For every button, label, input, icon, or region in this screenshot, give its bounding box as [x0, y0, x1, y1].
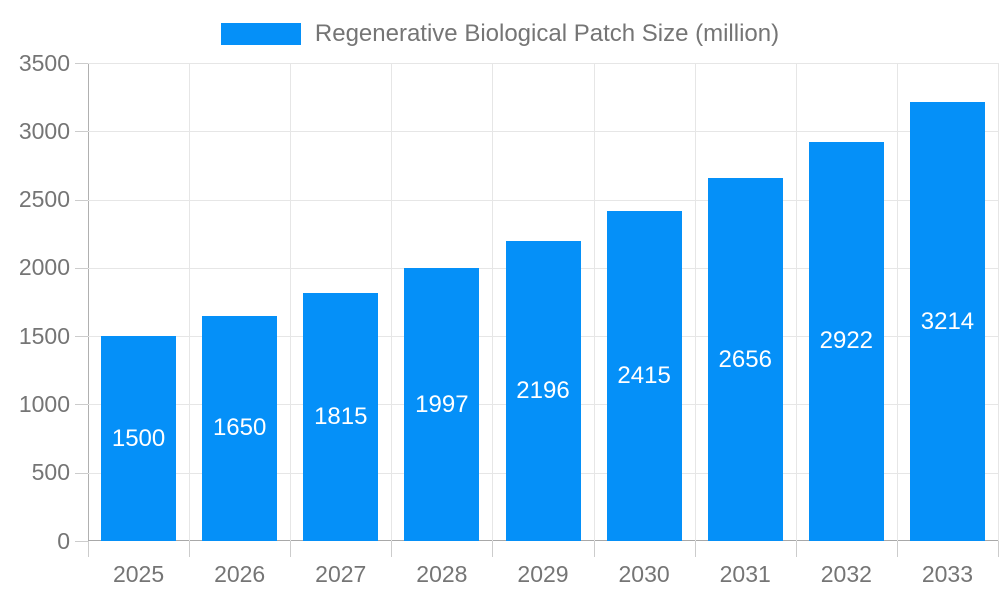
x-tick-label-2027: 2027	[315, 561, 367, 587]
x-tick-mark-9	[998, 541, 999, 557]
bar-2028: 1997	[404, 268, 480, 541]
y-tick-label-2500: 2500	[18, 186, 70, 213]
bar-2025: 1500	[101, 336, 177, 541]
x-tick-mark-3	[391, 541, 393, 557]
y-tick-mark-2000	[75, 267, 88, 269]
y-axis-line	[88, 63, 89, 541]
bar-2032: 2922	[808, 141, 884, 541]
y-tick-mark-3000	[75, 131, 88, 133]
y-tick-label-2000: 2000	[18, 254, 70, 281]
bar-value-label-2030: 2415	[617, 362, 671, 390]
x-tick-label-2029: 2029	[517, 561, 569, 587]
x-tick-label-2026: 2026	[214, 561, 266, 587]
v-gridline-7	[795, 63, 797, 541]
plot-area: 1500 1650 1815 1997 2196 2415 2656 2922 3214	[88, 63, 999, 541]
bar-2026: 1650	[202, 315, 278, 541]
x-tick-label-2025: 2025	[112, 561, 165, 587]
bar-value-label-2027: 1815	[314, 403, 368, 431]
x-tick-mark-2	[290, 541, 292, 557]
x-tick-label-2028: 2028	[416, 561, 468, 587]
y-tick-mark-1000	[75, 404, 88, 406]
x-tick-mark-6	[694, 541, 696, 557]
bar-value-label-2031: 2656	[718, 345, 772, 373]
v-gridline-3	[391, 63, 393, 541]
y-tick-label-1500: 1500	[18, 322, 70, 349]
x-tick-mark-1	[189, 541, 191, 557]
x-tick-mark-8	[896, 541, 898, 557]
bar-value-label-2028: 1997	[415, 390, 469, 418]
bar-value-label-2026: 1650	[212, 414, 267, 442]
x-tick-mark-5	[593, 541, 595, 557]
h-gridline-3000	[88, 131, 998, 133]
v-gridline-6	[694, 63, 696, 541]
y-tick-mark-500	[75, 472, 88, 474]
y-tick-label-1000: 1000	[18, 390, 70, 417]
y-tick-mark-1500	[75, 336, 88, 338]
bar-2033: 3214	[909, 102, 985, 541]
bar-2031: 2656	[707, 178, 783, 541]
x-tick-mark-0	[88, 541, 89, 557]
bar-2029: 2196	[505, 241, 581, 541]
bar-value-label-2032: 2922	[819, 327, 874, 355]
bar-value-label-2029: 2196	[516, 377, 570, 405]
v-gridline-4	[492, 63, 494, 541]
v-gridline-9	[998, 63, 999, 541]
v-gridline-5	[593, 63, 595, 541]
legend: Regenerative Biological Patch Size (mill…	[0, 20, 1000, 48]
legend-swatch	[220, 23, 301, 45]
x-tick-label-2030: 2030	[618, 561, 670, 587]
v-gridline-8	[896, 63, 898, 541]
bar-2027: 1815	[303, 293, 379, 541]
bar-value-label-2033: 3214	[920, 307, 975, 335]
y-tick-mark-2500	[75, 199, 88, 201]
v-gridline-1	[189, 63, 191, 541]
y-tick-mark-0	[75, 541, 88, 542]
legend-label: Regenerative Biological Patch Size (mill…	[314, 20, 780, 47]
x-tick-label-2033: 2033	[921, 561, 974, 587]
bar-value-label-2025: 1500	[111, 424, 166, 452]
y-tick-mark-3500	[75, 63, 88, 64]
y-tick-label-0: 0	[57, 527, 70, 554]
bar-2030: 2415	[606, 211, 682, 541]
x-tick-label-2031: 2031	[719, 561, 771, 587]
v-gridline-2	[290, 63, 292, 541]
h-gridline-2500	[88, 199, 998, 201]
x-tick-mark-4	[492, 541, 494, 557]
y-tick-label-3000: 3000	[18, 117, 70, 144]
x-tick-label-2032: 2032	[820, 561, 872, 587]
y-tick-label-3500: 3500	[18, 49, 70, 76]
h-gridline-3500	[88, 63, 998, 64]
y-tick-label-500: 500	[31, 459, 70, 486]
x-tick-mark-7	[795, 541, 797, 557]
